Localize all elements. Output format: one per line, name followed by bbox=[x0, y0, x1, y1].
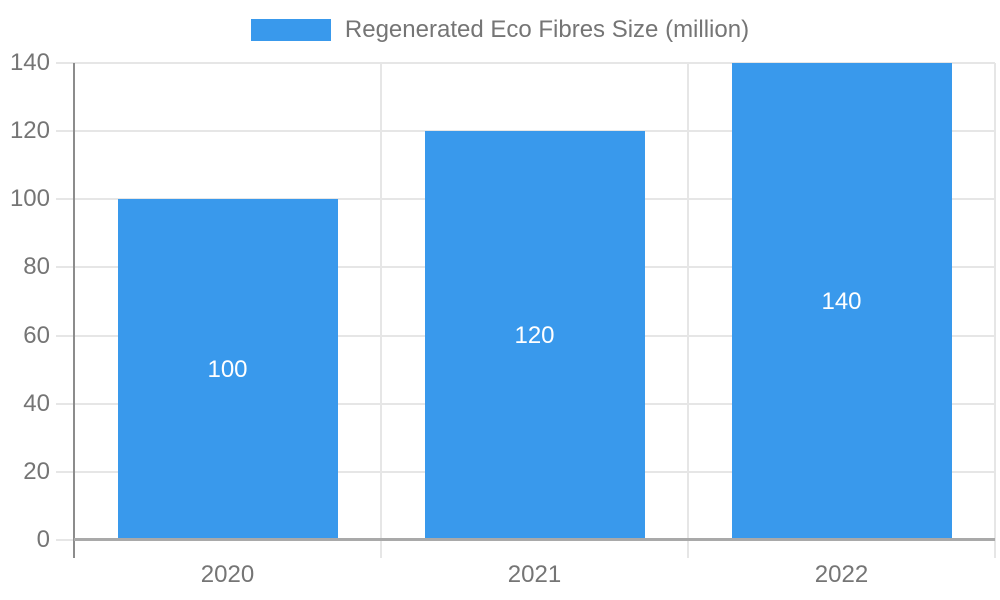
legend-label: Regenerated Eco Fibres Size (million) bbox=[344, 16, 750, 43]
bar-value-label: 140 bbox=[821, 287, 862, 315]
x-axis-tick bbox=[687, 540, 689, 558]
y-tick-label: 60 bbox=[23, 321, 50, 349]
y-axis-tick bbox=[56, 266, 74, 269]
y-axis-tick bbox=[56, 402, 74, 405]
x-axis-tick bbox=[994, 540, 996, 558]
y-axis-tick bbox=[56, 198, 74, 201]
y-tick-label: 100 bbox=[9, 185, 50, 213]
x-axis-line bbox=[74, 538, 995, 541]
legend-swatch-icon bbox=[250, 19, 331, 41]
v-gridline bbox=[994, 63, 996, 540]
y-tick-label: 80 bbox=[23, 253, 50, 281]
legend[interactable]: Regenerated Eco Fibres Size (million) bbox=[0, 16, 1000, 44]
h-gridline bbox=[74, 62, 995, 64]
y-tick-label: 120 bbox=[9, 117, 50, 145]
bar-value-label: 100 bbox=[207, 355, 248, 383]
x-tick-label: 2022 bbox=[814, 561, 869, 588]
y-axis-tick bbox=[56, 539, 74, 541]
bar-2021[interactable] bbox=[424, 131, 645, 540]
x-tick-label: 2021 bbox=[507, 561, 562, 588]
y-axis-tick bbox=[56, 130, 74, 133]
x-axis-tick bbox=[380, 540, 382, 558]
y-tick-label: 0 bbox=[36, 526, 50, 553]
v-gridline bbox=[380, 63, 382, 540]
bar-2022[interactable] bbox=[731, 63, 952, 540]
bar-value-label: 120 bbox=[514, 321, 555, 349]
bar-2020[interactable] bbox=[117, 199, 338, 540]
v-gridline bbox=[687, 63, 689, 540]
x-tick-label: 2020 bbox=[200, 561, 255, 588]
y-tick-label: 40 bbox=[23, 389, 50, 417]
y-axis-line bbox=[73, 63, 75, 558]
y-tick-label: 20 bbox=[23, 457, 50, 485]
y-axis-tick bbox=[56, 62, 74, 64]
y-axis-tick bbox=[56, 470, 74, 473]
y-axis-tick bbox=[56, 334, 74, 337]
y-tick-label: 140 bbox=[9, 49, 50, 76]
